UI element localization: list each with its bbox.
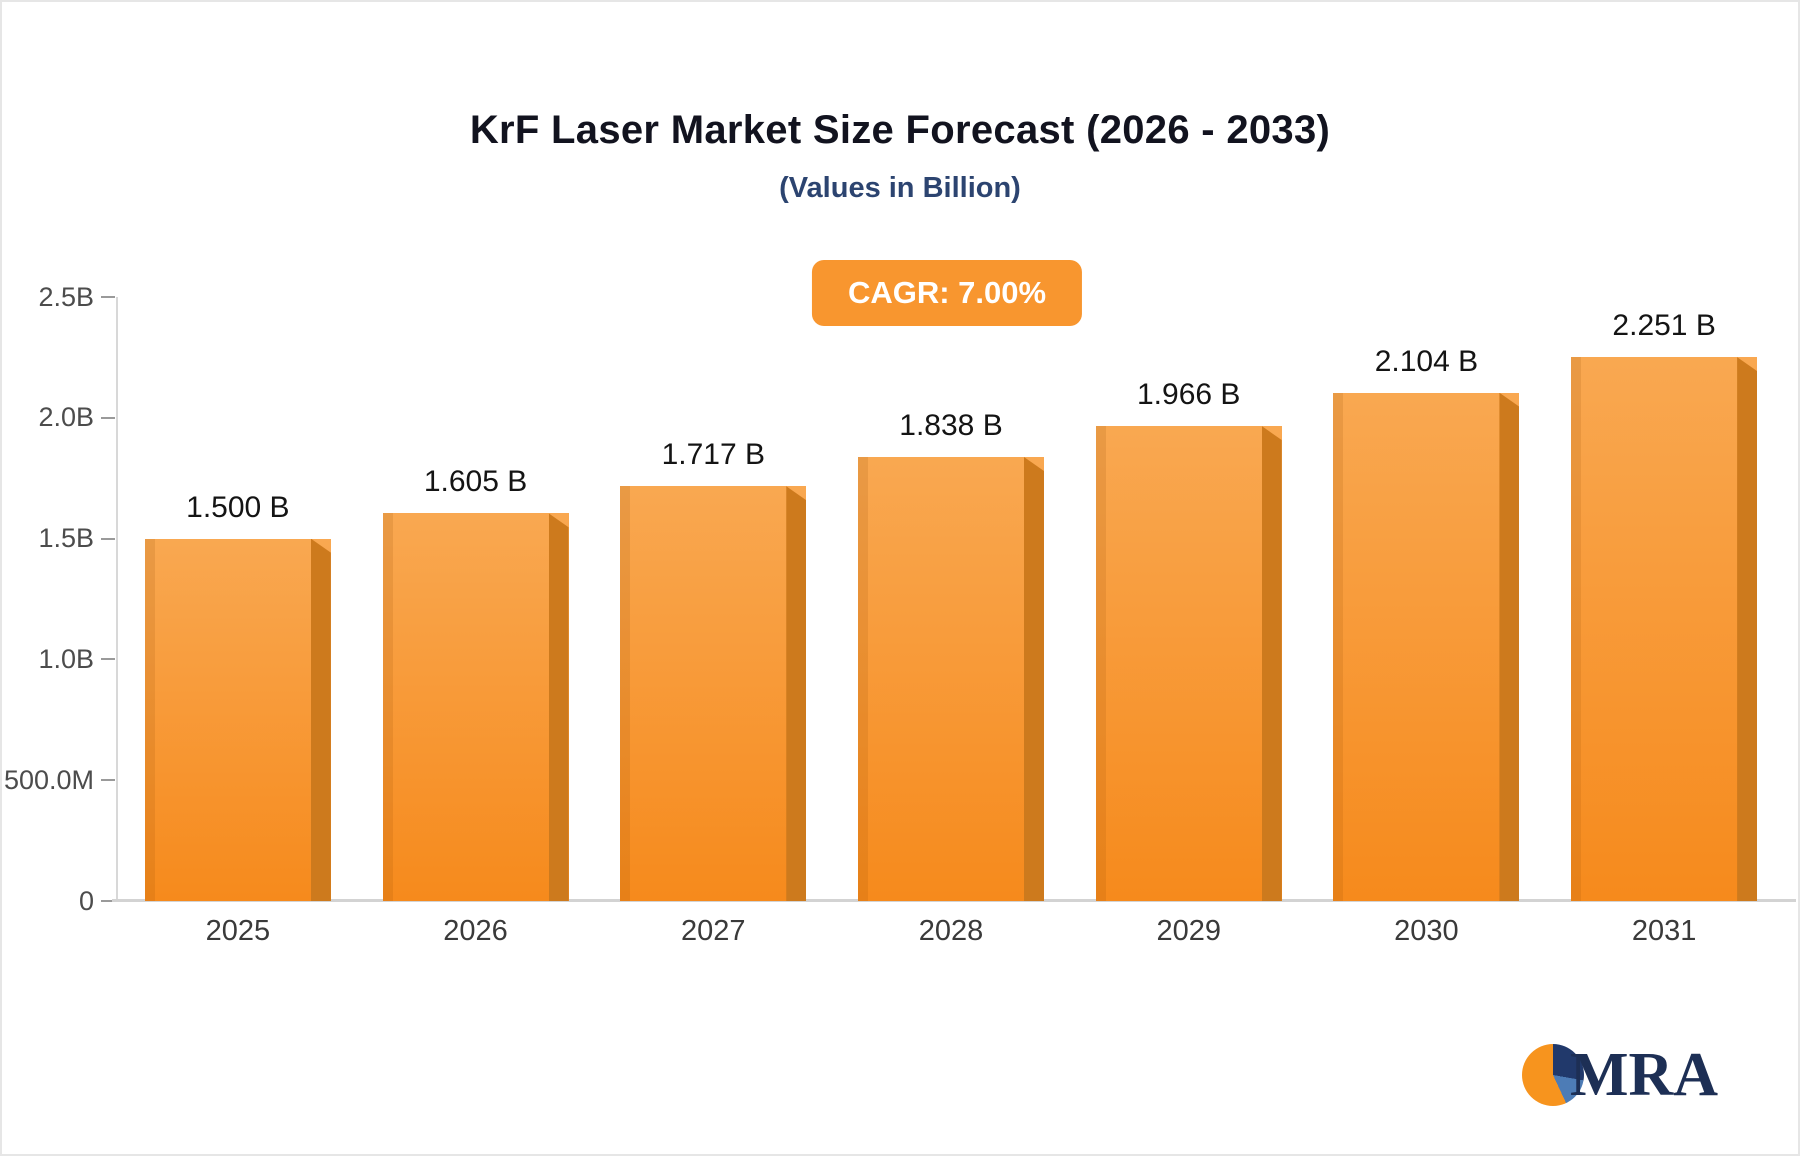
bar-group-2030: 2.104 B	[1308, 297, 1546, 902]
y-tick: 2.5B	[2, 282, 115, 312]
logo-pie-icon	[1522, 1044, 1584, 1106]
bar-value-label: 1.966 B	[1136, 378, 1241, 412]
x-axis-label: 2028	[918, 915, 984, 947]
bar-2026	[382, 513, 569, 901]
x-axis-label: 2026	[443, 915, 508, 947]
y-tick-label: 1.0B	[38, 643, 94, 674]
bar-2025	[144, 538, 331, 902]
y-tick-mark	[101, 900, 115, 902]
y-tick: 2.0B	[2, 402, 115, 433]
logo: MRA	[1522, 1044, 1718, 1106]
y-axis-line	[116, 297, 118, 901]
plot-area: 1.500 B 1.605 B 1.717 B 1.838 B 1.966 B 2.104…	[119, 297, 1783, 902]
bar-value-label: 1.838 B	[899, 408, 1003, 442]
y-tick: 1.5B	[2, 523, 115, 554]
y-tick-mark	[101, 779, 115, 782]
logo-text: MRA	[1570, 1041, 1719, 1109]
bar-value-label: 2.251 B	[1612, 309, 1716, 343]
y-axis: 0 500.0M 1.0B 1.5B 2.0B 2.5B	[2, 282, 115, 916]
bar-group-2025: 1.500 B	[119, 297, 357, 902]
x-axis-label: 2030	[1394, 915, 1459, 947]
y-tick: 0	[2, 886, 115, 916]
y-tick-label: 1.5B	[38, 523, 94, 554]
y-tick-mark	[101, 416, 115, 419]
x-axis-labels: 2025 2026 2027 2028 2029 2030 2031	[119, 915, 1783, 957]
bar-2027	[620, 486, 807, 901]
x-axis-label: 2031	[1631, 915, 1697, 947]
bar-group-2031: 2.251 B	[1545, 297, 1783, 901]
bar-group-2029: 1.966 B	[1070, 297, 1308, 901]
y-tick-label: 500.0M	[3, 764, 94, 795]
x-axis-label: 2029	[1156, 915, 1221, 947]
y-tick: 1.0B	[2, 644, 115, 674]
y-tick-label: 2.0B	[38, 402, 94, 433]
y-tick: 500.0M	[2, 765, 115, 795]
y-tick-label: 2.5B	[38, 281, 94, 312]
y-tick-mark	[101, 537, 115, 540]
bar-2031	[1571, 357, 1758, 901]
x-axis-label: 2025	[205, 915, 271, 947]
chart-subtitle: (Values in Billion)	[779, 172, 1021, 204]
cagr-badge: CAGR: 7.00%	[811, 260, 1083, 326]
bar-value-label: 2.104 B	[1374, 344, 1479, 378]
y-tick-label: 0	[78, 885, 94, 916]
bar-value-label: 1.500 B	[186, 490, 290, 524]
bar-2030	[1333, 392, 1520, 902]
bar-group-2028: 1.838 B	[832, 297, 1070, 902]
y-tick-mark	[101, 658, 115, 661]
bar-group-2027: 1.717 B	[594, 297, 832, 901]
bar-2028	[857, 456, 1044, 902]
chart-title: KrF Laser Market Size Forecast (2026 - 2…	[469, 108, 1331, 152]
x-axis-label: 2027	[681, 915, 746, 947]
y-tick-mark	[101, 296, 115, 298]
bar-group-2026: 1.605 B	[357, 297, 595, 901]
bar-2029	[1095, 426, 1282, 901]
bar-value-label: 1.605 B	[423, 465, 528, 499]
bar-value-label: 1.717 B	[661, 438, 765, 472]
